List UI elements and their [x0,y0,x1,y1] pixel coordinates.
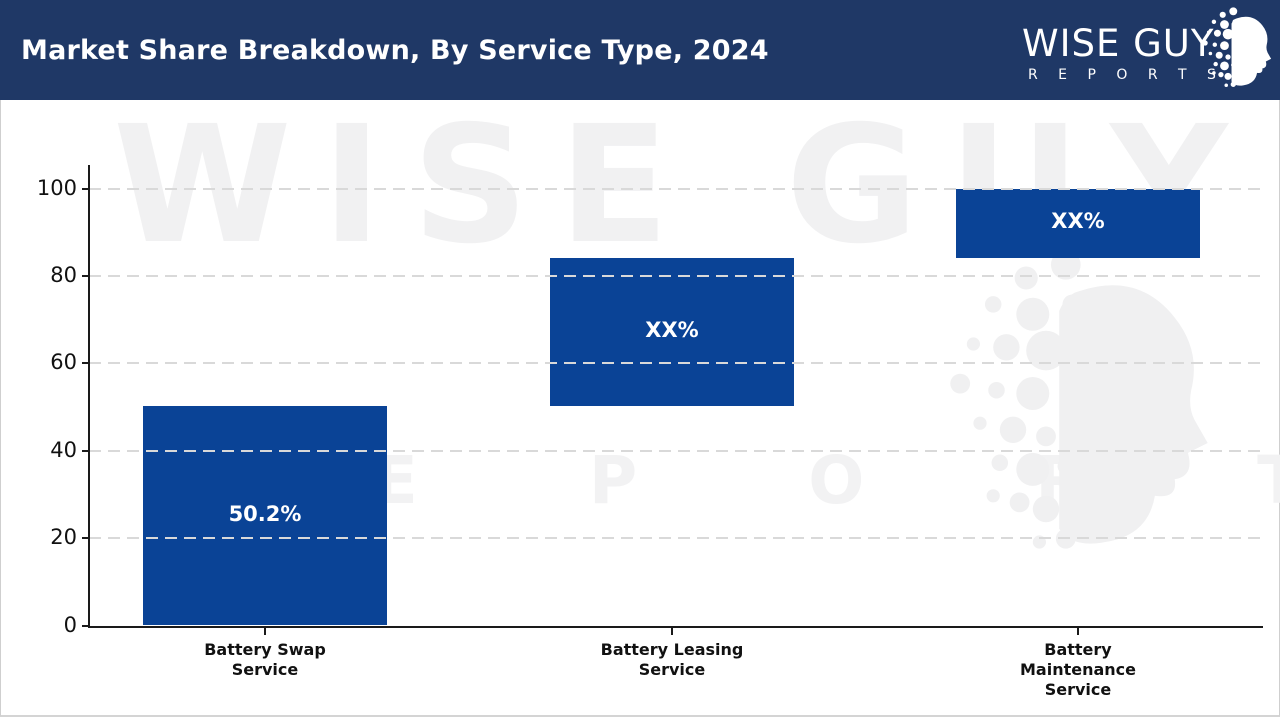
y-tick-mark [82,624,89,627]
category-label: Battery Swap Service [135,640,395,680]
brand-logo-primary: WISE GUY [1022,22,1215,65]
y-tick-label: 20 [50,525,77,550]
y-tick-label: 0 [63,612,77,637]
category-label-line: Battery Leasing [600,639,744,659]
x-axis-line [88,625,1263,628]
y-tick-mark [82,187,89,190]
header-bar: Market Share Breakdown, By Service Type,… [0,0,1280,100]
bar-value-label: XX% [645,318,699,343]
category-label: Battery Maintenance Service [948,640,1208,700]
brand-logo-text: WISE GUY R E P O R T S [1022,22,1224,83]
bar-value-label: 50.2% [228,501,302,526]
x-tick-mark [671,627,673,635]
category-label-line: Maintenance [1019,659,1136,679]
bar-value-label: XX% [1051,209,1105,234]
y-gridline [89,537,1263,540]
x-tick-mark [1077,627,1079,635]
category-label-line: Service [638,659,706,679]
x-tick-mark [264,627,266,635]
watermark-dotted-face [950,249,1208,549]
y-tick-mark [82,537,89,540]
category-label-line: Service [231,659,299,679]
brand-logo-secondary: R E P O R T S [1028,67,1224,83]
bar-segment [550,258,794,407]
y-gridline [89,274,1263,277]
y-gridline [89,449,1263,452]
y-tick-mark [82,449,89,452]
y-tick-label: 100 [36,175,77,200]
category-label-line: Battery Swap [204,639,326,659]
y-tick-label: 80 [50,262,77,287]
brand-logo: WISE GUY R E P O R T S [1022,0,1272,100]
bar-segment [143,406,387,626]
category-label: Battery Leasing Service [542,640,802,680]
chart-area: WISE GUY R E P O R T S 02040608010050.2%… [0,92,1280,717]
y-tick-mark [82,274,89,277]
page-title: Market Share Breakdown, By Service Type,… [21,34,769,66]
category-label-line: Battery [1044,639,1112,659]
y-gridline [89,187,1263,190]
y-tick-label: 40 [50,437,77,462]
y-gridline [89,362,1263,365]
y-tick-mark [82,362,89,365]
y-tick-label: 60 [50,350,77,375]
bar-segment [956,188,1200,259]
y-axis-line [88,165,90,627]
category-label-line: Service [1044,679,1112,699]
dotted-face-icon [1202,7,1272,87]
